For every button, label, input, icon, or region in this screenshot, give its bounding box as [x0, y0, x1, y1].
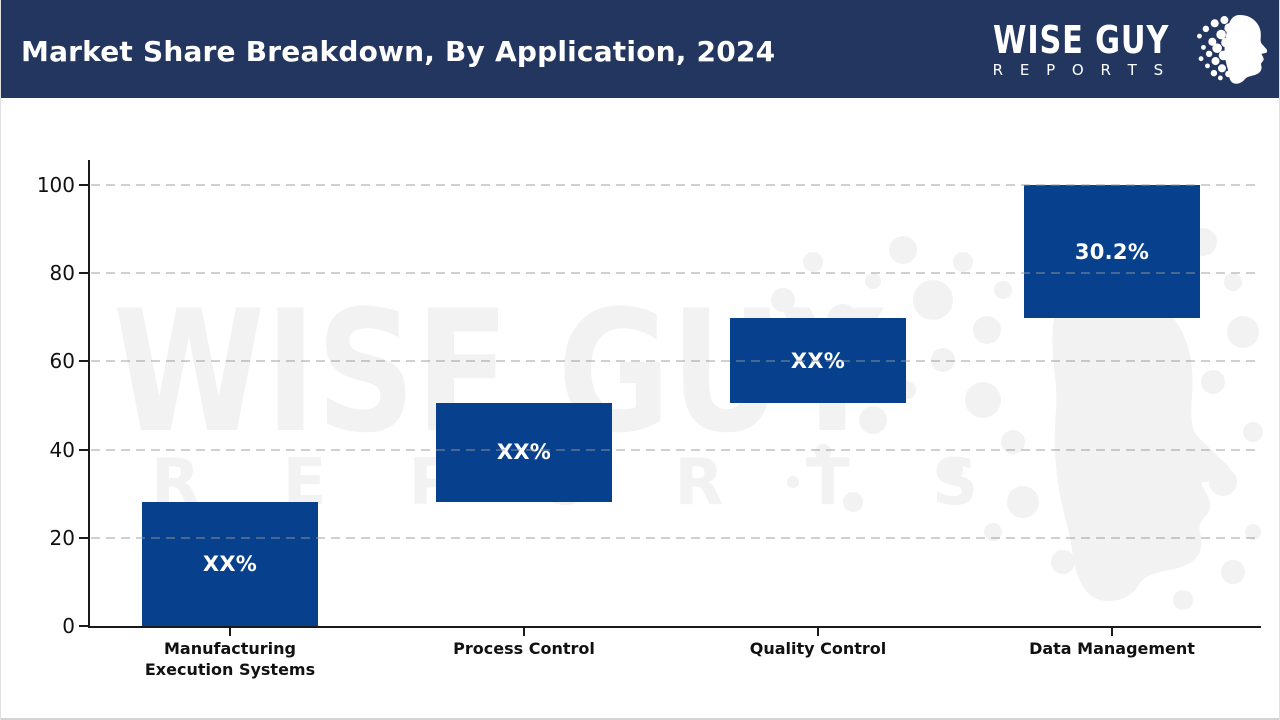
x-tick-mark-2 [523, 628, 525, 636]
y-tick-mark-80 [79, 272, 88, 275]
wise-guy-reports-logo: WISE GUY R E P O R T S [971, 8, 1267, 90]
y-tick-label-0: 0 [62, 614, 75, 638]
x-tick-mark-3 [817, 628, 819, 636]
bar-value-label-3: XX% [790, 348, 846, 373]
x-category-label-4: Data Management [1029, 639, 1195, 658]
bar-value-label-2: XX% [496, 440, 552, 465]
bar-value-label-1: XX% [202, 552, 258, 577]
y-tick-mark-20 [79, 536, 88, 539]
y-tick-label-20: 20 [49, 525, 75, 550]
y-tick-label-100: 100 [36, 173, 75, 197]
x-category-label-3: Quality Control [749, 639, 887, 658]
y-gridline-20 [91, 536, 1257, 539]
page-title: Market Share Breakdown, By Application, … [21, 34, 776, 68]
bar-segment-3: XX% [730, 318, 906, 403]
y-gridline-80 [91, 272, 1257, 275]
y-axis-spine [88, 160, 90, 628]
page-bottom-rule [1, 718, 1279, 720]
y-tick-label-80: 80 [49, 261, 75, 286]
y-gridline-100 [91, 184, 1257, 186]
bar-value-label-4: 30.2% [1074, 239, 1150, 264]
logo-text: WISE GUY R E P O R T S [971, 21, 1191, 78]
logo-wordmark: WISE GUY [992, 17, 1169, 62]
x-category-label-2: Process Control [453, 639, 595, 658]
y-tick-label-60: 60 [49, 349, 75, 374]
y-tick-mark-100 [79, 184, 88, 186]
y-tick-mark-60 [79, 360, 88, 363]
x-category-label-1: Manufacturing Execution Systems [144, 639, 316, 679]
logo-subtitle: R E P O R T S [992, 60, 1170, 79]
y-gridline-40 [91, 448, 1257, 451]
bar-segment-4: 30.2% [1024, 185, 1200, 319]
x-axis-spine [88, 626, 1261, 628]
y-gridline-60 [91, 360, 1257, 363]
y-tick-label-40: 40 [49, 437, 75, 462]
y-tick-mark-0 [79, 625, 88, 627]
bar-segment-2: XX% [436, 402, 612, 503]
x-tick-mark-4 [1111, 628, 1113, 636]
dotted-head-icon [1197, 15, 1267, 84]
y-tick-mark-40 [79, 448, 88, 451]
bar-segment-1: XX% [142, 502, 318, 626]
header-band: Market Share Breakdown, By Application, … [1, 0, 1279, 98]
x-tick-mark-1 [229, 628, 231, 636]
